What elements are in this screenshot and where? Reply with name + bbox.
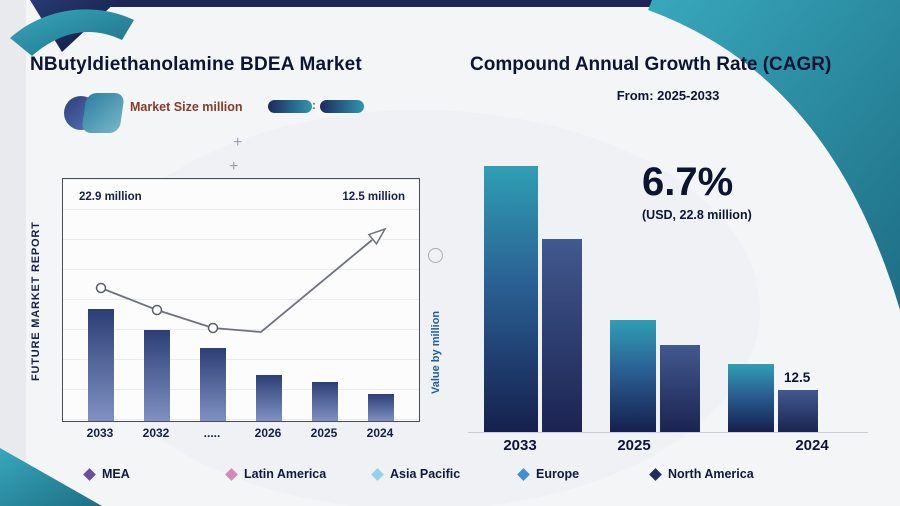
future-market-report-label: FUTURE MARKET REPORT xyxy=(30,221,42,381)
legend-item-latin-america: Latin America xyxy=(225,467,327,481)
cylinder-right-shape xyxy=(81,93,125,133)
legend-item-europe: Europe xyxy=(517,467,580,481)
market-size-chart: 22.9 million 12.5 million xyxy=(62,178,420,422)
circle-decoration xyxy=(428,248,443,263)
bar-2024 xyxy=(368,394,394,421)
legend-item-asia-pacific: Asia Pacific xyxy=(371,467,461,481)
diamond-icon xyxy=(649,467,662,481)
x-label-2033-right: 2033 xyxy=(503,437,537,454)
cagr-bar-2025-front xyxy=(610,320,656,432)
legend-label: MEA xyxy=(102,467,130,481)
gradient-pill-left xyxy=(268,100,312,113)
gradient-pill-right xyxy=(320,100,364,113)
pill-separator: : xyxy=(312,98,316,112)
cagr-bar-2024-back xyxy=(778,390,818,432)
bar-group xyxy=(73,179,409,421)
legend-label: Europe xyxy=(536,467,580,481)
legend-label: Asia Pacific xyxy=(390,467,461,481)
cagr-note: (USD, 22.8 million) xyxy=(642,208,752,222)
bar-value-label-2024: 12.5 xyxy=(784,370,811,385)
x-label-2024: 2024 xyxy=(366,426,394,440)
diamond-icon xyxy=(517,467,530,481)
x-label-2025: 2025 xyxy=(310,426,338,440)
market-size-icon xyxy=(64,92,126,134)
market-size-label: Market Size million xyxy=(130,100,243,114)
cagr-value: 6.7% xyxy=(642,160,734,204)
x-axis-labels-left: 2033 2032 ..... 2026 2025 2024 xyxy=(72,426,408,440)
x-label-2032: 2032 xyxy=(142,426,170,440)
x-label-dots: ..... xyxy=(203,426,221,440)
market-title: NButyldiethanolamine BDEA Market xyxy=(30,54,362,75)
cagr-bar-2025-back xyxy=(660,345,700,432)
legend-item-north-america: North America xyxy=(649,467,754,481)
cagr-bar-2033-front xyxy=(484,166,538,432)
legend-item-mea: MEA xyxy=(83,467,130,481)
bar-2033 xyxy=(88,309,114,421)
x-label-2025-right: 2025 xyxy=(617,437,651,454)
cagr-bar-2024-front xyxy=(728,364,774,432)
plus-decoration: + xyxy=(229,158,239,175)
legend-label: Latin America xyxy=(244,467,327,481)
cagr-chart xyxy=(468,160,868,433)
x-label-2033: 2033 xyxy=(86,426,114,440)
bar-intermediate xyxy=(200,348,226,421)
bar-2026 xyxy=(256,375,282,421)
diamond-icon xyxy=(83,467,96,481)
diamond-icon xyxy=(225,467,238,481)
x-label-2024-right: 2024 xyxy=(795,437,829,454)
value-axis-label: Value by million xyxy=(430,310,442,395)
legend-label: North America xyxy=(668,467,754,481)
bar-2025 xyxy=(312,382,338,421)
bar-2032 xyxy=(144,330,170,421)
x-label-2026: 2026 xyxy=(254,426,282,440)
cagr-title: Compound Annual Growth Rate (CAGR) xyxy=(470,54,832,75)
cagr-subtitle: From: 2025-2033 xyxy=(616,88,720,103)
diamond-icon xyxy=(371,467,384,481)
chart-annotation-start: 22.9 million xyxy=(79,191,142,203)
plus-decoration: + xyxy=(233,134,243,151)
chart-annotation-end: 12.5 million xyxy=(342,191,405,203)
cagr-bar-2033-back xyxy=(542,239,582,432)
